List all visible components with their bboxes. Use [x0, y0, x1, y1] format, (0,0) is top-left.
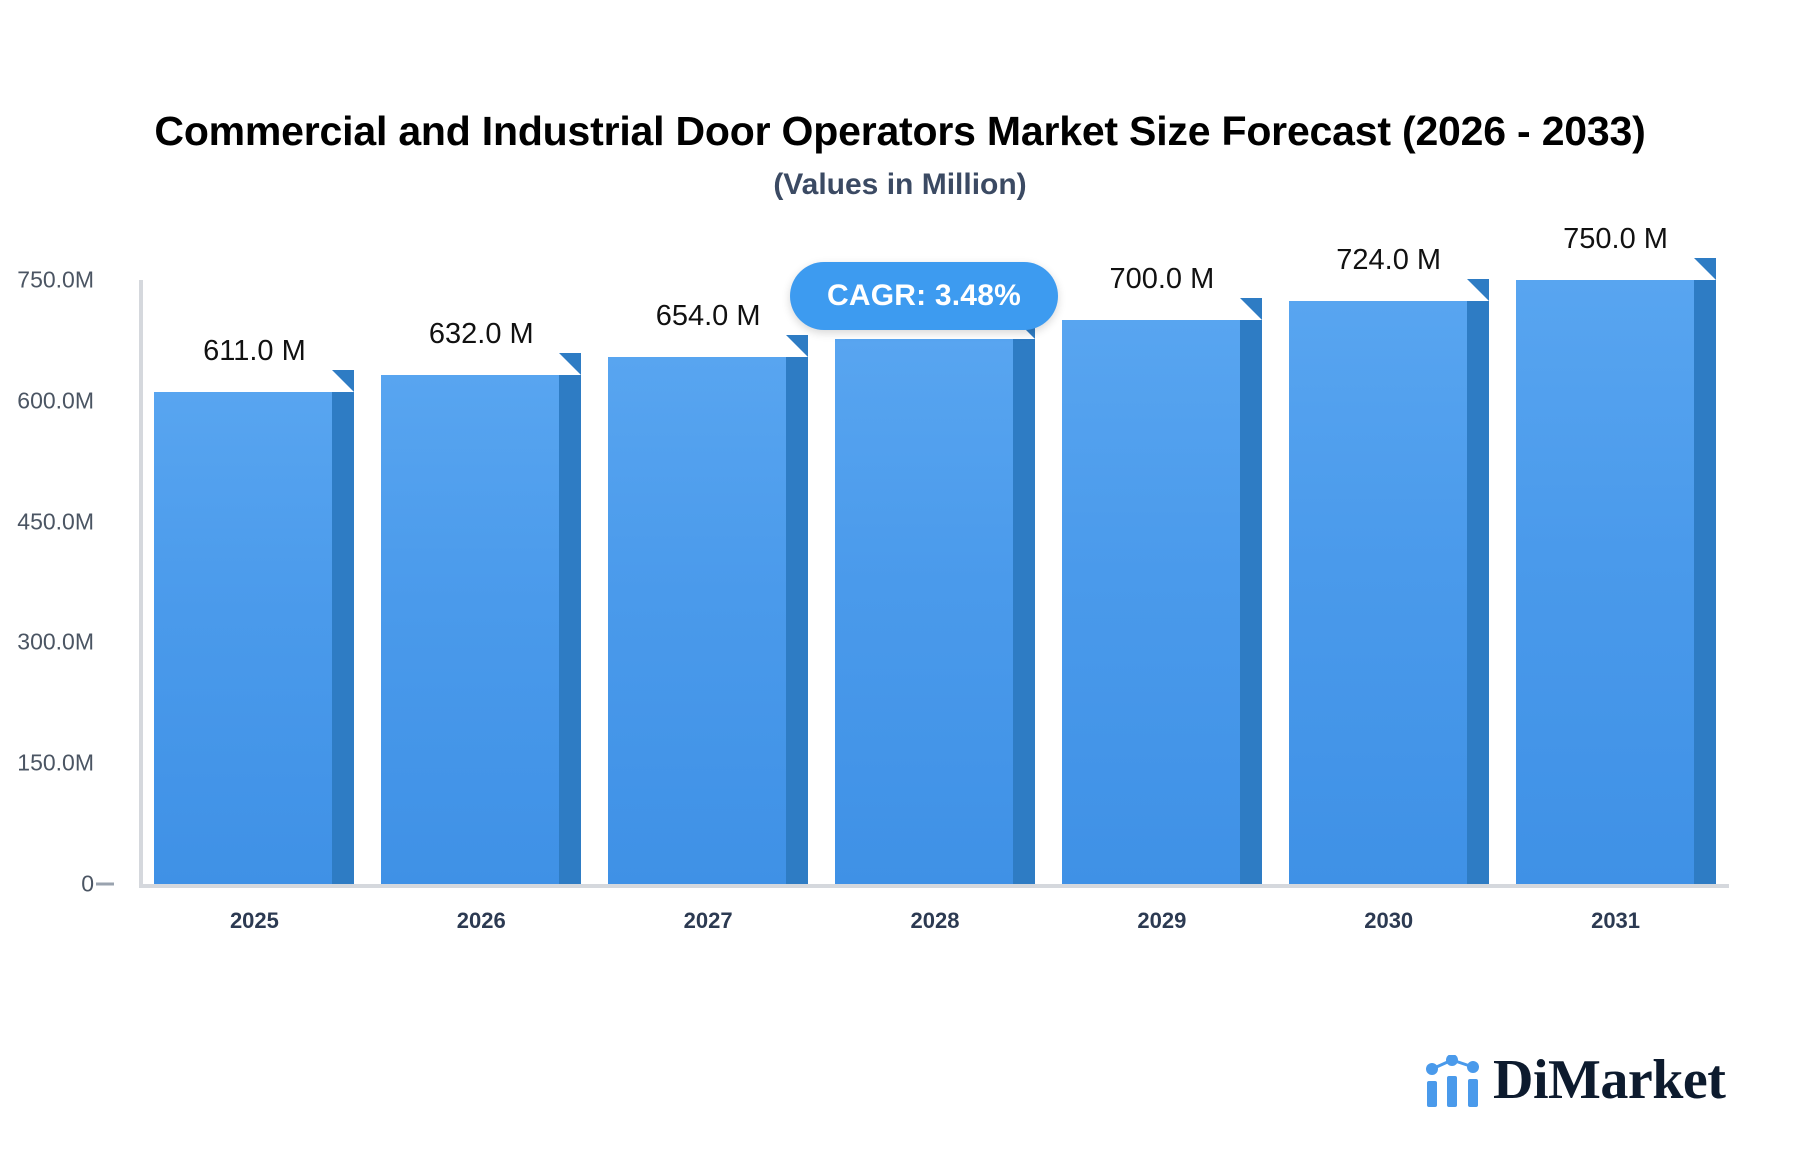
bar-front-face — [608, 357, 787, 884]
bar-front-face — [835, 338, 1013, 884]
y-axis-tick-label: 300.0M — [17, 628, 94, 655]
bar-chart-icon — [1426, 1055, 1479, 1107]
bar-front-face — [1061, 320, 1240, 884]
x-axis-line — [139, 884, 1729, 888]
bar[interactable] — [1288, 278, 1489, 884]
bar-value-label: 654.0 M — [655, 300, 761, 333]
bar-top-chamfer — [332, 369, 355, 392]
bar-top-chamfer — [1693, 258, 1716, 280]
bar-value-label: 750.0 M — [1563, 223, 1668, 255]
y-axis-tick-mark — [96, 882, 114, 886]
bar-side-face — [1693, 280, 1716, 884]
bar-side-face — [1239, 320, 1262, 884]
bar-value-label: 632.0 M — [428, 318, 534, 351]
brand-logo: DiMarket — [1425, 1045, 1726, 1111]
y-axis-line — [139, 280, 143, 886]
bar-side-face — [786, 357, 809, 884]
bar[interactable] — [1515, 258, 1716, 884]
bar-front-face — [381, 375, 560, 884]
y-axis-tick-label: 600.0M — [17, 387, 94, 414]
cagr-badge-label: CAGR: 3.48% — [827, 279, 1021, 312]
bar[interactable] — [154, 369, 355, 884]
bar-top-chamfer — [1239, 298, 1262, 321]
bar-top-chamfer — [559, 353, 582, 376]
x-axis-tick-label: 2029 — [1137, 908, 1187, 933]
bar-top-chamfer — [1466, 278, 1489, 301]
bar-top-chamfer — [786, 335, 809, 358]
cagr-badge[interactable]: CAGR: 3.48% — [790, 262, 1058, 330]
bar-side-face — [332, 391, 355, 884]
y-axis: 750.0M 600.0M 450.0M 300.0M 150.0M 0 — [0, 0, 114, 1156]
brand-logo-text: DiMarket — [1493, 1048, 1726, 1111]
bar-front-face — [1515, 280, 1694, 884]
bar-value-label: 611.0 M — [203, 334, 306, 367]
bar-value-label: 700.0 M — [1109, 263, 1215, 296]
bar-side-face — [1466, 300, 1489, 884]
bar[interactable] — [381, 353, 582, 884]
bar-front-face — [1288, 300, 1467, 884]
y-axis-tick-label: 750.0M — [17, 266, 94, 293]
x-axis-tick-label: 2030 — [1364, 908, 1414, 933]
chart-title: Commercial and Industrial Door Operators… — [154, 108, 1646, 154]
x-axis-tick-label: 2028 — [910, 908, 960, 933]
x-axis-tick-label: 2025 — [229, 908, 279, 933]
bar[interactable] — [835, 316, 1035, 884]
y-axis-tick-label: 0 — [81, 870, 94, 897]
y-axis-tick-label: 450.0M — [17, 508, 94, 535]
bar-side-face — [559, 375, 582, 884]
x-axis-tick-label: 2031 — [1591, 908, 1641, 933]
y-axis-tick-label: 150.0M — [17, 749, 94, 776]
x-axis-tick-label: 2026 — [456, 908, 506, 933]
x-axis-tick-label: 2027 — [683, 908, 733, 933]
bar-side-face — [1013, 338, 1035, 884]
bar[interactable] — [608, 335, 809, 884]
bar-front-face — [154, 391, 333, 884]
chart-subtitle: (Values in Million) — [773, 168, 1027, 201]
bar[interactable] — [1061, 298, 1262, 884]
bar-value-label: 724.0 M — [1336, 243, 1442, 276]
